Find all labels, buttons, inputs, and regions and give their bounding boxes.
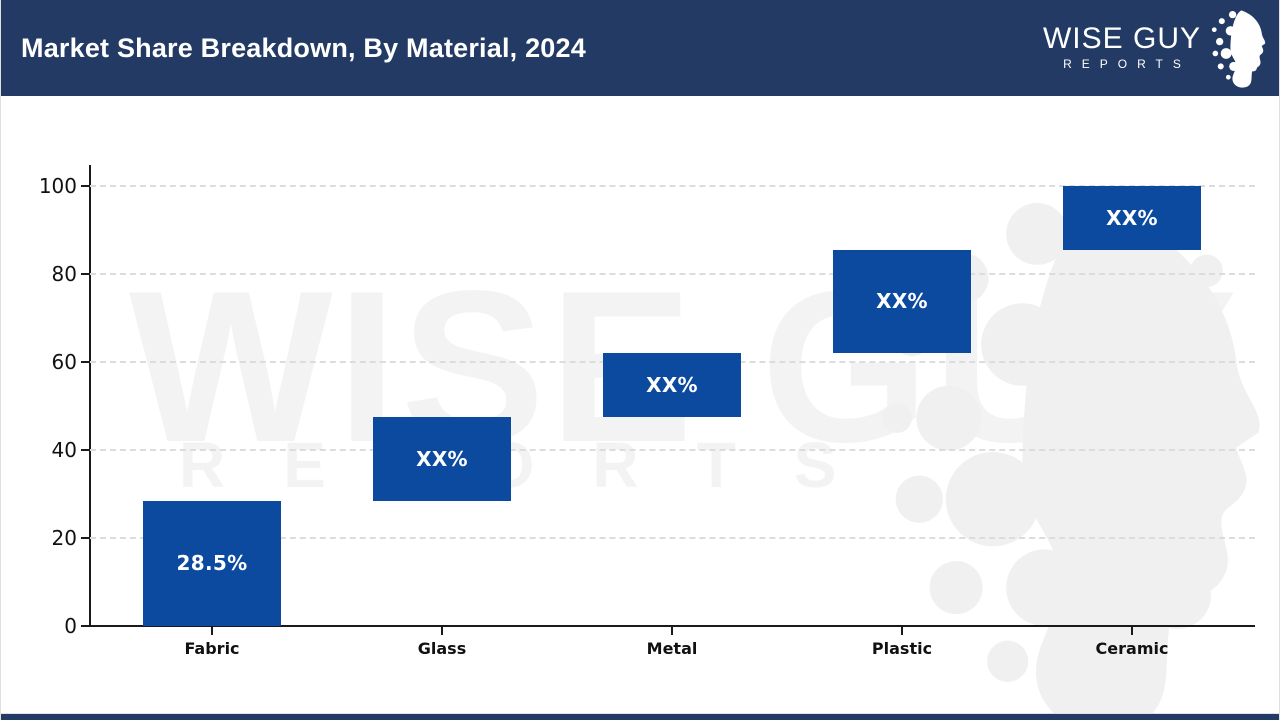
category-label-plastic: Plastic <box>871 639 933 658</box>
category-label-glass: Glass <box>417 639 467 658</box>
y-axis-line <box>89 165 91 626</box>
x-axis-tick <box>901 627 903 635</box>
y-axis-tick-label: 60 <box>51 350 77 374</box>
wise-guy-reports-logo: WISE GUY REPORTS <box>1043 6 1271 88</box>
logo-wordmark: WISE GUY <box>1042 22 1201 55</box>
y-axis-tick <box>81 273 89 275</box>
x-axis-tick <box>1131 627 1133 635</box>
y-axis-tick-label: 0 <box>64 614 77 638</box>
footer-accent-bar <box>1 714 1279 720</box>
category-label-fabric: Fabric <box>184 639 240 658</box>
bar-value-label: XX% <box>876 289 928 314</box>
y-axis-tick <box>81 361 89 363</box>
page-title: Market Share Breakdown, By Material, 202… <box>21 32 586 63</box>
y-axis-tick <box>81 449 89 451</box>
y-axis-tick-label: 20 <box>51 526 77 550</box>
x-axis-line <box>89 625 1255 627</box>
y-gridline <box>90 185 1255 187</box>
y-axis-tick-label: 80 <box>51 262 77 286</box>
bar-value-label: XX% <box>646 373 698 398</box>
y-axis-tick-label: 40 <box>51 438 77 462</box>
bar-value-label: XX% <box>416 446 468 471</box>
x-axis-tick <box>211 627 213 635</box>
x-axis-tick <box>671 627 673 635</box>
x-axis-tick <box>441 627 443 635</box>
bar-plastic: XX% <box>833 249 971 354</box>
bar-ceramic: XX% <box>1063 186 1201 250</box>
bar-value-label: XX% <box>1106 205 1158 230</box>
category-label-ceramic: Ceramic <box>1095 639 1169 658</box>
logo-head-icon <box>1211 10 1266 88</box>
bar-metal: XX% <box>603 353 741 417</box>
bar-fabric: 28.5% <box>143 500 281 626</box>
y-axis-tick-label: 100 <box>38 174 77 198</box>
bar-value-label: 28.5% <box>176 551 248 576</box>
bar-glass: XX% <box>373 417 511 501</box>
y-gridline <box>90 273 1255 275</box>
y-gridline <box>90 449 1255 451</box>
y-axis-tick <box>81 537 89 539</box>
y-axis-tick <box>81 625 89 627</box>
header-bar: Market Share Breakdown, By Material, 202… <box>1 0 1279 96</box>
logo-subtitle: REPORTS <box>1063 57 1191 71</box>
y-axis-tick <box>81 185 89 187</box>
category-label-metal: Metal <box>646 639 698 658</box>
y-gridline <box>90 537 1255 539</box>
footer-hairline <box>1 713 1279 714</box>
